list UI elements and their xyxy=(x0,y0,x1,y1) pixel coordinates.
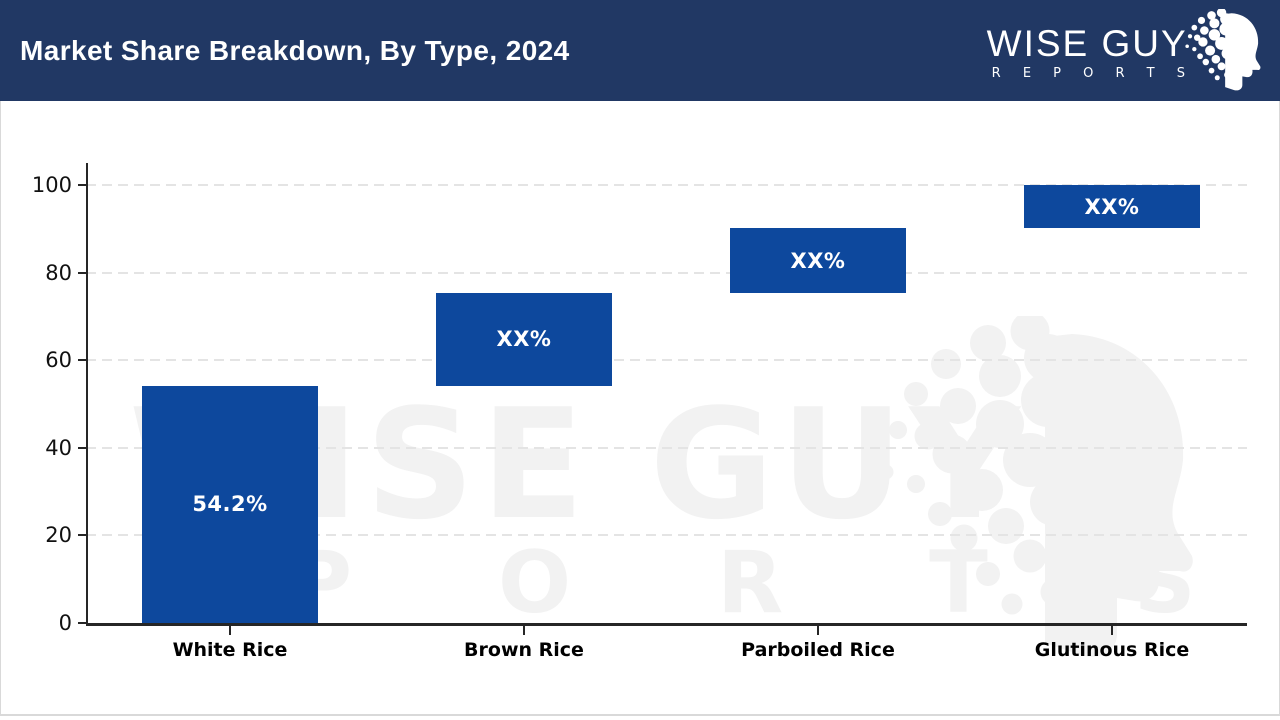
y-tick-label-80: 80 xyxy=(45,260,72,285)
y-tick-0 xyxy=(78,622,86,624)
gridline-20 xyxy=(86,534,1247,537)
bar-value-label-glutinous-rice: XX% xyxy=(1084,194,1140,219)
bar-glutinous-rice: XX% xyxy=(1024,185,1200,229)
gridline-60 xyxy=(86,359,1247,362)
y-tick-label-40: 40 xyxy=(45,435,72,460)
wise-guy-logo: WISE GUY R E P O R T S xyxy=(987,8,1266,95)
x-axis-label-brown-rice: Brown Rice xyxy=(464,639,584,661)
x-axis-label-glutinous-rice: Glutinous Rice xyxy=(1034,639,1190,661)
y-tick-label-20: 20 xyxy=(45,523,72,548)
chart-title: Market Share Breakdown, By Type, 2024 xyxy=(20,34,570,66)
logo-wordmark-line1: WISE GUY xyxy=(986,22,1188,64)
logo-wordmark-line2: R E P O R T S xyxy=(991,65,1194,81)
y-tick-label-100: 100 xyxy=(31,173,72,197)
bar-value-label-white-rice: 54.2% xyxy=(192,492,268,517)
y-tick-100 xyxy=(78,184,86,186)
y-tick-40 xyxy=(78,446,86,449)
gridline-100 xyxy=(86,184,1247,186)
bar-value-label-parboiled-rice: XX% xyxy=(790,248,846,273)
x-axis-label-parboiled-rice: Parboiled Rice xyxy=(741,639,895,661)
gridline-40 xyxy=(86,446,1247,449)
x-tick-white-rice xyxy=(229,626,231,635)
bar-white-rice: 54.2% xyxy=(142,385,318,623)
y-tick-label-60: 60 xyxy=(45,348,72,373)
bar-value-label-brown-rice: XX% xyxy=(496,327,552,352)
logo-wordmark: WISE GUY R E P O R T S xyxy=(987,23,1194,81)
y-tick-60 xyxy=(78,359,86,362)
gridline-80 xyxy=(86,271,1247,274)
x-axis-label-white-rice: White Rice xyxy=(172,639,288,661)
x-axis-line xyxy=(86,623,1247,626)
bar-brown-rice: XX% xyxy=(436,293,612,386)
x-tick-brown-rice xyxy=(523,626,525,635)
header-bar: Market Share Breakdown, By Type, 2024 WI… xyxy=(0,0,1280,101)
y-tick-80 xyxy=(78,271,86,274)
y-tick-20 xyxy=(78,534,86,537)
bar-parboiled-rice: XX% xyxy=(730,228,906,294)
x-tick-glutinous-rice xyxy=(1111,626,1113,635)
x-tick-parboiled-rice xyxy=(817,626,819,635)
y-tick-label-0: 0 xyxy=(58,611,72,635)
y-axis-line xyxy=(86,163,88,626)
